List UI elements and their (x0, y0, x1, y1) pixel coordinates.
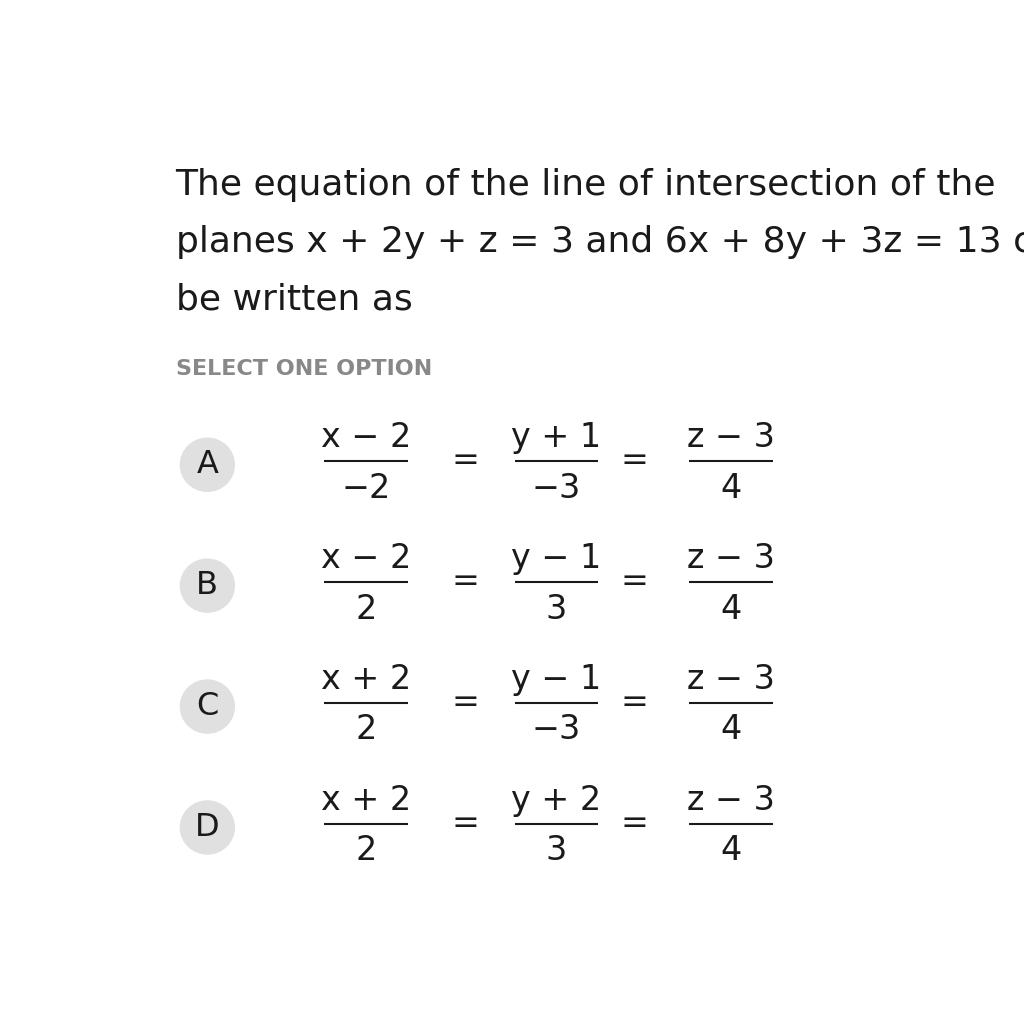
Text: 2: 2 (355, 835, 377, 867)
Text: y − 1: y − 1 (511, 663, 602, 696)
Text: 2: 2 (355, 713, 377, 747)
Text: y − 1: y − 1 (511, 542, 602, 574)
Text: y + 1: y + 1 (511, 421, 602, 454)
Circle shape (180, 559, 234, 612)
Text: 3: 3 (546, 593, 567, 626)
Text: =: = (452, 565, 479, 599)
Text: x − 2: x − 2 (321, 421, 412, 454)
Text: z − 3: z − 3 (687, 784, 775, 816)
Text: A: A (197, 449, 218, 480)
Text: =: = (621, 565, 648, 599)
Text: =: = (621, 686, 648, 719)
Text: z − 3: z − 3 (687, 421, 775, 454)
Text: =: = (452, 807, 479, 840)
Text: 3: 3 (546, 835, 567, 867)
Text: 4: 4 (721, 835, 741, 867)
Text: 4: 4 (721, 713, 741, 747)
Text: C: C (197, 691, 218, 722)
Text: −2: −2 (341, 472, 391, 504)
Text: be written as: be written as (176, 283, 413, 316)
Text: =: = (452, 686, 479, 719)
Circle shape (180, 680, 234, 733)
Text: −3: −3 (531, 713, 582, 747)
Text: B: B (197, 570, 218, 601)
Text: z − 3: z − 3 (687, 663, 775, 696)
Text: 4: 4 (721, 472, 741, 504)
Text: 2: 2 (355, 593, 377, 626)
Text: =: = (621, 807, 648, 840)
Circle shape (180, 801, 234, 854)
Text: =: = (621, 445, 648, 477)
Text: −3: −3 (531, 472, 582, 504)
Text: D: D (195, 812, 220, 843)
Text: planes x + 2y + z = 3 and 6x + 8y + 3z = 13 can: planes x + 2y + z = 3 and 6x + 8y + 3z =… (176, 225, 1024, 259)
Text: x − 2: x − 2 (321, 542, 412, 574)
Text: z − 3: z − 3 (687, 542, 775, 574)
Circle shape (180, 439, 234, 491)
Text: x + 2: x + 2 (321, 663, 412, 696)
Text: The equation of the line of intersection of the: The equation of the line of intersection… (176, 168, 996, 203)
Text: 4: 4 (721, 593, 741, 626)
Text: x + 2: x + 2 (321, 784, 412, 816)
Text: SELECT ONE OPTION: SELECT ONE OPTION (176, 360, 432, 379)
Text: y + 2: y + 2 (511, 784, 602, 816)
Text: =: = (452, 445, 479, 477)
